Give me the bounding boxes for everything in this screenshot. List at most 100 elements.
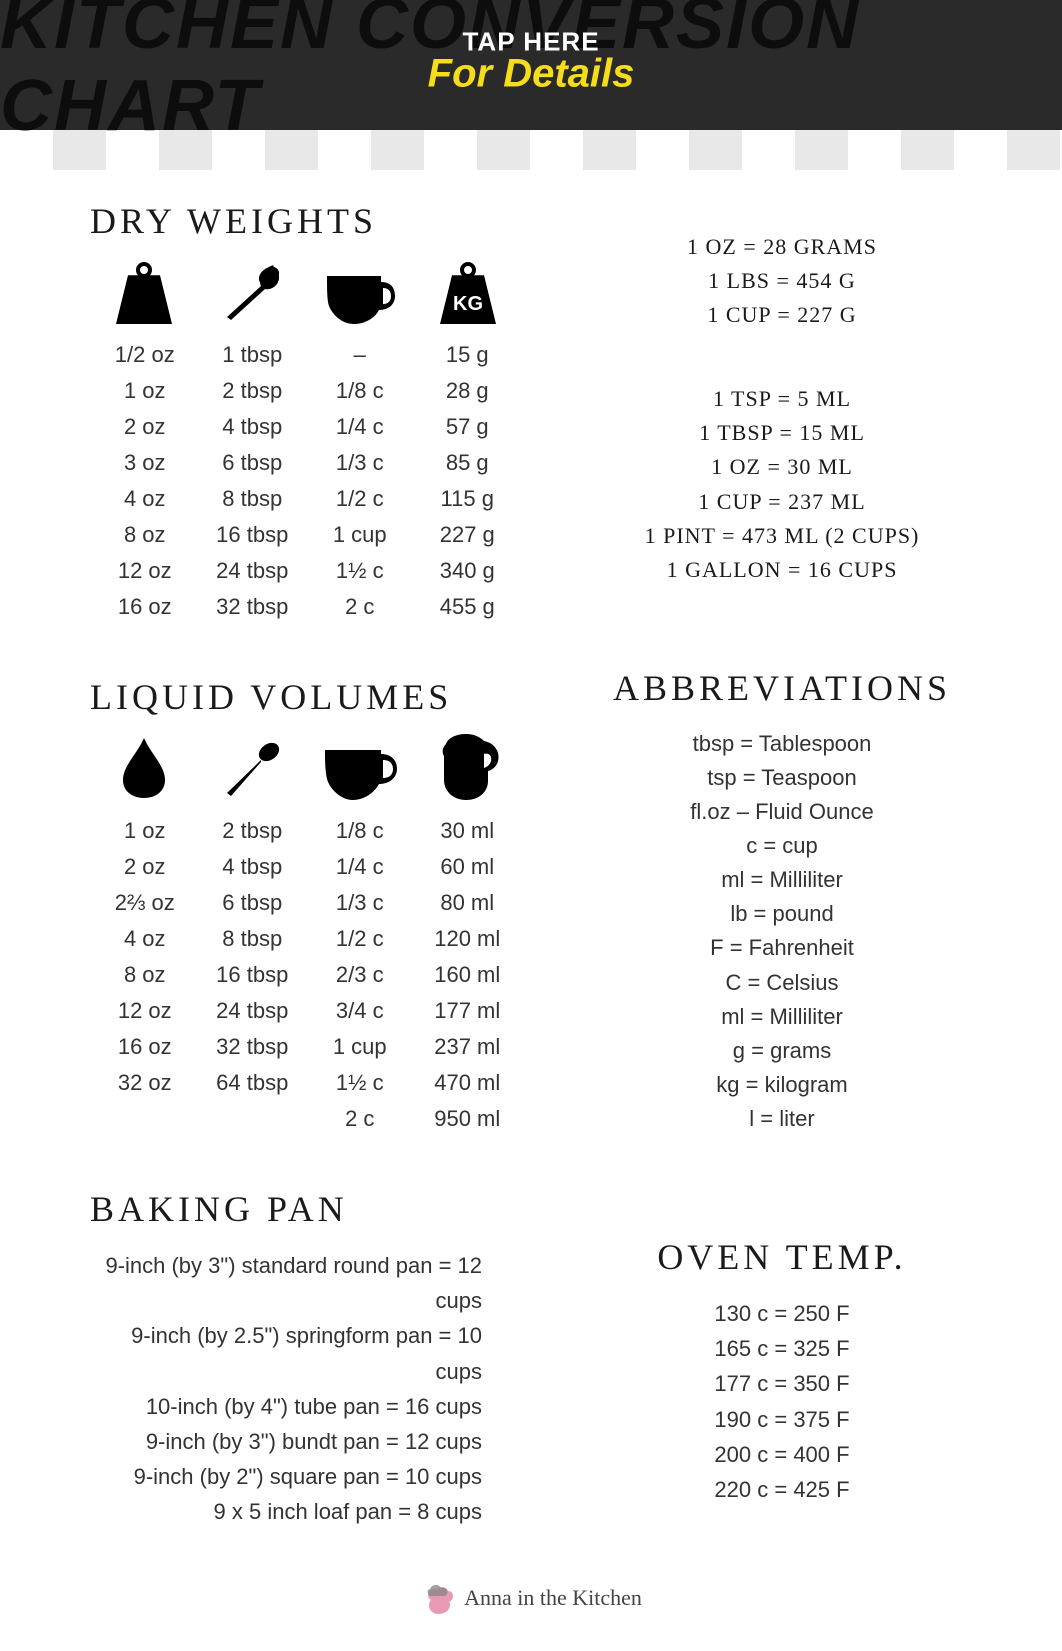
table-cell: 1/2 oz: [92, 338, 198, 372]
table-cell: 2 tbsp: [200, 374, 306, 408]
table-cell: 16 oz: [92, 1030, 198, 1064]
table-cell: 2⅔ oz: [92, 886, 198, 920]
quick-conv-line: 1 TBSP = 15 ML: [572, 416, 992, 450]
table-row: 1 oz2 tbsp1/8 c28 g: [92, 374, 520, 408]
table-cell: 32 tbsp: [200, 590, 306, 624]
table-row: 1/2 oz1 tbsp–15 g: [92, 338, 520, 372]
pitcher-icon: [414, 736, 522, 806]
baking-line: 10-inch (by 4") tube pan = 16 cups: [90, 1389, 482, 1424]
quick-conv-line: 1 TSP = 5 ML: [572, 382, 992, 416]
weight-icon: [90, 260, 198, 330]
table-cell: 80 ml: [415, 886, 521, 920]
table-row: 2 c950 ml: [92, 1102, 520, 1136]
right-column: 1 OZ = 28 GRAMS1 LBS = 454 G1 CUP = 227 …: [572, 200, 992, 1530]
table-row: 4 oz8 tbsp1/2 c120 ml: [92, 922, 520, 956]
table-cell: 2 oz: [92, 410, 198, 444]
table-cell: 16 oz: [92, 590, 198, 624]
table-row: 1 oz2 tbsp1/8 c30 ml: [92, 814, 520, 848]
quick-conv-line: 1 CUP = 227 G: [572, 298, 992, 332]
quick-conv-line: 1 LBS = 454 G: [572, 264, 992, 298]
table-cell: 1/2 c: [307, 922, 413, 956]
tap-overlay[interactable]: TAP HERE For Details: [428, 27, 635, 97]
baking-line: 9-inch (by 3") bundt pan = 12 cups: [90, 1424, 482, 1459]
abbrev-line: tsp = Teaspoon: [572, 761, 992, 795]
table-cell: 2 tbsp: [200, 814, 306, 848]
table-cell: 85 g: [415, 446, 521, 480]
table-cell: 470 ml: [415, 1066, 521, 1100]
table-row: 2 oz4 tbsp1/4 c60 ml: [92, 850, 520, 884]
baking-line: 9 x 5 inch loaf pan = 8 cups: [90, 1494, 482, 1529]
baking-line: 9-inch (by 2") square pan = 10 cups: [90, 1459, 482, 1494]
svg-text:KG: KG: [453, 293, 483, 315]
table-cell: 24 tbsp: [200, 554, 306, 588]
table-cell: 60 ml: [415, 850, 521, 884]
quick-conv-line: 1 GALLON = 16 CUPS: [572, 553, 992, 587]
footer-credit-text: Anna in the Kitchen: [464, 1585, 642, 1611]
table-cell: 1/3 c: [307, 886, 413, 920]
table-cell: 30 ml: [415, 814, 521, 848]
table-cell: 6 tbsp: [200, 886, 306, 920]
table-cell: 160 ml: [415, 958, 521, 992]
oven-line: 200 c = 400 F: [572, 1437, 992, 1472]
baking-line: 9-inch (by 2.5") springform pan = 10 cup…: [90, 1318, 482, 1388]
table-cell: 32 oz: [92, 1066, 198, 1100]
baking-line: 9-inch (by 3") standard round pan = 12 c…: [90, 1248, 482, 1318]
table-cell: 4 oz: [92, 922, 198, 956]
table-row: 2 oz4 tbsp1/4 c57 g: [92, 410, 520, 444]
table-row: 12 oz24 tbsp3/4 c177 ml: [92, 994, 520, 1028]
table-cell: [92, 1102, 198, 1136]
baking-pan-list: 9-inch (by 3") standard round pan = 12 c…: [90, 1248, 522, 1530]
abbrev-line: l = liter: [572, 1102, 992, 1136]
abbrev-line: C = Celsius: [572, 966, 992, 1000]
table-cell: 2 c: [307, 1102, 413, 1136]
table-cell: 115 g: [415, 482, 521, 516]
table-cell: 6 tbsp: [200, 446, 306, 480]
teacup-icon: [306, 736, 414, 806]
table-cell: 1 cup: [307, 518, 413, 552]
table-cell: 8 tbsp: [200, 922, 306, 956]
oven-line: 177 c = 350 F: [572, 1366, 992, 1401]
spoon-icon: [198, 260, 306, 330]
abbrev-line: F = Fahrenheit: [572, 931, 992, 965]
table-cell: [200, 1102, 306, 1136]
spoon-icon: [198, 736, 306, 806]
abbrev-line: tbsp = Tablespoon: [572, 727, 992, 761]
table-row: 8 oz16 tbsp2/3 c160 ml: [92, 958, 520, 992]
quick-conv-line: 1 OZ = 30 ML: [572, 450, 992, 484]
table-cell: 237 ml: [415, 1030, 521, 1064]
abbrev-line: ml = Milliliter: [572, 863, 992, 897]
table-row: 3 oz6 tbsp1/3 c85 g: [92, 446, 520, 480]
table-cell: 8 tbsp: [200, 482, 306, 516]
table-cell: 12 oz: [92, 554, 198, 588]
footer-credit: Anna in the Kitchen: [420, 1580, 642, 1616]
table-row: 32 oz64 tbsp1½ c470 ml: [92, 1066, 520, 1100]
table-cell: 3/4 c: [307, 994, 413, 1028]
table-cell: 455 g: [415, 590, 521, 624]
table-row: 4 oz8 tbsp1/2 c115 g: [92, 482, 520, 516]
footer: Anna in the Kitchen: [0, 1560, 1062, 1651]
drop-icon: [90, 736, 198, 806]
table-cell: 4 oz: [92, 482, 198, 516]
table-cell: 2 oz: [92, 850, 198, 884]
table-cell: 2 c: [307, 590, 413, 624]
abbrev-line: ml = Milliliter: [572, 1000, 992, 1034]
table-cell: –: [307, 338, 413, 372]
top-banner[interactable]: KITCHEN CONVERSION CHART TAP HERE For De…: [0, 0, 1062, 130]
table-cell: 64 tbsp: [200, 1066, 306, 1100]
table-cell: 1/2 c: [307, 482, 413, 516]
table-cell: 32 tbsp: [200, 1030, 306, 1064]
table-cell: 1 tbsp: [200, 338, 306, 372]
oven-temp-list: 130 c = 250 F165 c = 325 F177 c = 350 F1…: [572, 1296, 992, 1507]
left-column: DRY WEIGHTS KG 1/2 oz1 tbsp–15 g1 oz2 tb…: [90, 200, 522, 1530]
dry-icon-row: KG: [90, 260, 522, 330]
table-cell: 24 tbsp: [200, 994, 306, 1028]
kg-icon: KG: [414, 260, 522, 330]
table-cell: 227 g: [415, 518, 521, 552]
abbrev-line: lb = pound: [572, 897, 992, 931]
table-cell: 16 tbsp: [200, 958, 306, 992]
abbrev-line: kg = kilogram: [572, 1068, 992, 1102]
oven-line: 190 c = 375 F: [572, 1402, 992, 1437]
liquid-volumes-heading: LIQUID VOLUMES: [90, 676, 522, 718]
quick-conv-line: 1 CUP = 237 ML: [572, 485, 992, 519]
table-cell: 1½ c: [307, 1066, 413, 1100]
